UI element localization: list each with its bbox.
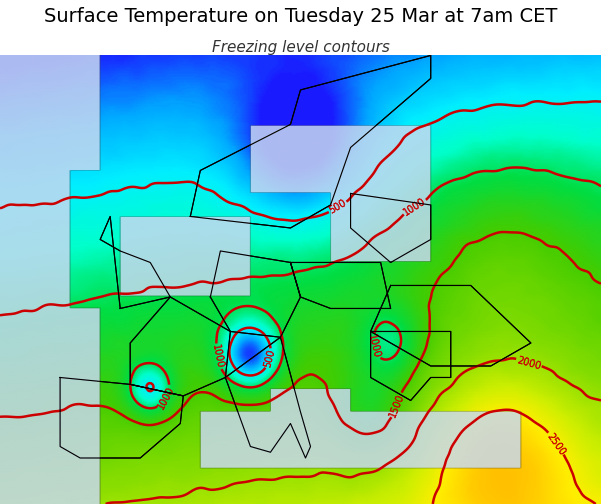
Text: 1500: 1500 xyxy=(388,392,406,418)
Text: 2000: 2000 xyxy=(516,355,542,371)
Text: 1500: 1500 xyxy=(388,392,406,418)
Text: 2500: 2500 xyxy=(544,431,567,457)
Text: 2000: 2000 xyxy=(516,355,542,371)
Text: 500: 500 xyxy=(263,348,277,369)
Text: Surface Temperature on Tuesday 25 Mar at 7am CET: Surface Temperature on Tuesday 25 Mar at… xyxy=(44,8,557,26)
Text: 500: 500 xyxy=(263,348,277,369)
Text: 1000: 1000 xyxy=(156,385,177,411)
Text: 1000: 1000 xyxy=(401,196,428,218)
Text: 1000: 1000 xyxy=(210,344,224,369)
Text: 500: 500 xyxy=(327,198,348,216)
Text: Freezing level contours: Freezing level contours xyxy=(212,40,389,54)
Text: 1000: 1000 xyxy=(367,334,382,359)
Text: 500: 500 xyxy=(327,198,348,216)
Text: 1000: 1000 xyxy=(156,385,177,411)
Text: 1000: 1000 xyxy=(367,334,382,359)
Text: 2500: 2500 xyxy=(544,431,567,457)
Text: 1000: 1000 xyxy=(210,344,224,369)
Text: 1000: 1000 xyxy=(401,196,428,218)
